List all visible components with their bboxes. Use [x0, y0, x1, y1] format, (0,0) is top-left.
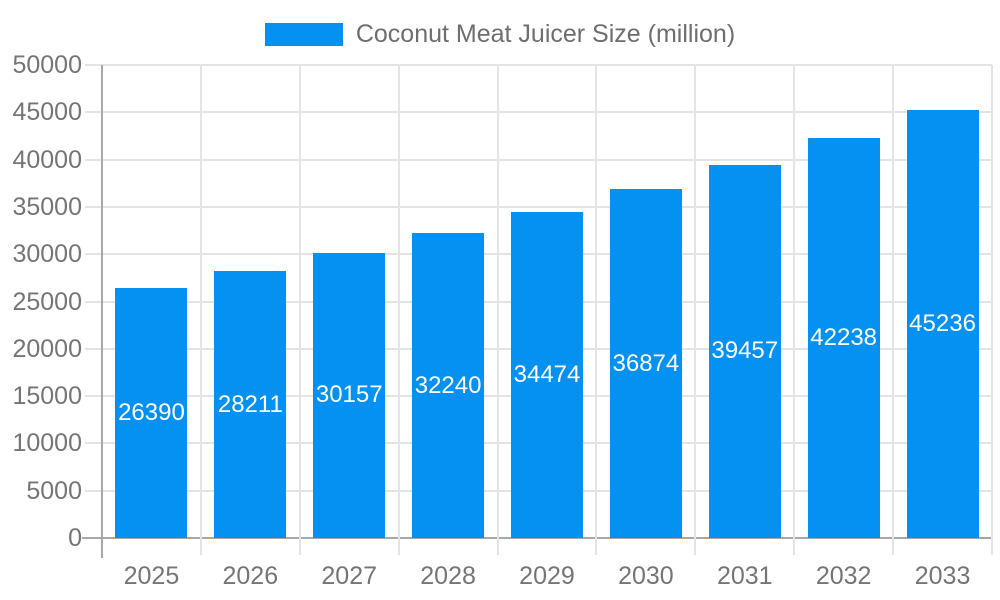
x-axis-line — [82, 537, 992, 539]
bar-value-label: 26390 — [118, 399, 185, 427]
bar[interactable]: 26390 — [115, 288, 188, 538]
y-tick-label: 20000 — [12, 334, 82, 363]
v-gridline — [892, 65, 895, 555]
bar-value-label: 45236 — [909, 310, 976, 338]
x-tick-label: 2029 — [519, 562, 575, 590]
h-gridline — [85, 64, 992, 66]
v-gridline — [199, 65, 202, 555]
x-tick-label: 2031 — [716, 562, 773, 590]
y-tick-label: 35000 — [12, 192, 82, 221]
bar[interactable]: 45236 — [906, 110, 979, 538]
h-gridline — [85, 111, 992, 114]
y-tick-label: 15000 — [12, 382, 82, 411]
bar-value-label: 42238 — [810, 324, 878, 352]
y-tick-label: 0 — [68, 524, 82, 552]
bar-value-label: 30157 — [315, 381, 383, 409]
bar-value-label: 28211 — [217, 390, 283, 418]
v-gridline — [793, 65, 796, 555]
h-gridline — [85, 158, 992, 161]
v-gridline — [496, 65, 499, 555]
y-tick-label: 30000 — [12, 240, 82, 269]
y-tick-label: 10000 — [12, 429, 82, 458]
plot-area: 0 5000 10000 15000 20000 25000 30000 35000 40000… — [12, 51, 993, 590]
y-tick-label: 45000 — [12, 98, 82, 127]
y-tick-label: 5000 — [26, 476, 82, 505]
y-tick-label: 50000 — [12, 51, 82, 79]
bar[interactable]: 30157 — [313, 252, 386, 538]
bar[interactable]: 32240 — [412, 233, 485, 538]
bar-value-label: 34474 — [513, 360, 581, 388]
bar[interactable]: 36874 — [609, 189, 682, 538]
legend[interactable]: Coconut Meat Juicer Size (million) — [0, 21, 1000, 48]
x-tick-label: 2027 — [321, 562, 378, 590]
v-gridline — [694, 65, 697, 555]
bar-value-label: 36874 — [612, 349, 680, 377]
x-tick-label: 2032 — [815, 562, 872, 590]
v-gridline — [991, 65, 993, 555]
v-gridline — [298, 65, 301, 555]
x-tick-label: 2025 — [123, 562, 180, 590]
bar[interactable]: 39457 — [708, 164, 781, 538]
legend-label: Coconut Meat Juicer Size (million) — [355, 20, 736, 48]
v-gridline — [595, 65, 598, 555]
legend-swatch — [264, 23, 343, 46]
y-axis-line — [101, 65, 103, 558]
v-gridline — [397, 65, 400, 555]
y-tick-label: 40000 — [12, 145, 82, 174]
x-tick-label: 2033 — [914, 562, 971, 590]
bar[interactable]: 34474 — [511, 211, 583, 538]
bar[interactable]: 28211 — [214, 271, 287, 538]
bar[interactable]: 42238 — [807, 138, 880, 538]
bar-value-label: 39457 — [711, 337, 779, 365]
h-gridline — [85, 205, 992, 208]
x-tick-label: 2026 — [222, 562, 279, 590]
x-tick-label: 2028 — [420, 562, 476, 590]
x-tick-label: 2030 — [618, 562, 674, 590]
bar-value-label: 32240 — [414, 371, 482, 399]
y-tick-label: 25000 — [12, 287, 82, 316]
